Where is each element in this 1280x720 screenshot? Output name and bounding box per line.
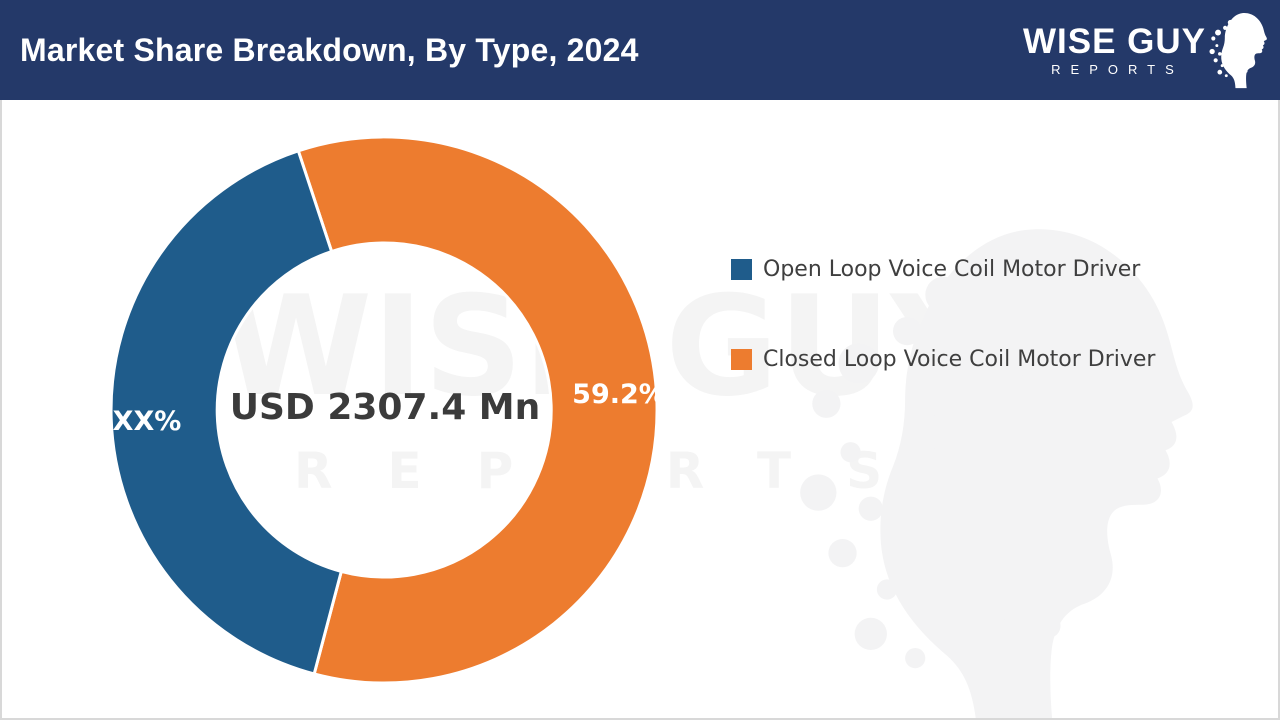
legend-swatch-open-loop [731,258,752,280]
slice-label-open-loop: XX% [112,406,182,437]
wise-guy-reports-logo: WISE GUY REPORTS [1023,7,1270,93]
legend-label-open-loop: Open Loop Voice Coil Motor Driver [763,256,1141,282]
page-title: Market Share Breakdown, By Type, 2024 [20,32,639,68]
slice-closed-loop [296,135,659,685]
logo-face-icon [1209,12,1267,89]
logo-reports-text: REPORTS [1051,62,1184,77]
chart-legend: Open Loop Voice Coil Motor Driver Closed… [731,249,1155,379]
legend-item-closed-loop: Closed Loop Voice Coil Motor Driver [731,339,1155,379]
chart-canvas: WISE GUY REPORTS XX% 59.2% USD 2307.4 Mn… [0,100,1280,720]
logo-text: WISE GUY REPORTS [1023,24,1206,76]
legend-item-open-loop: Open Loop Voice Coil Motor Driver [731,249,1155,289]
chart-center-value: USD 2307.4 Mn [229,387,541,428]
slice-open-loop [109,149,343,676]
slice-label-closed-loop: 59.2% [572,379,666,410]
logo-wiseguy-text: WISE GUY [1022,22,1206,61]
legend-swatch-closed-loop [731,348,752,370]
header-bar: Market Share Breakdown, By Type, 2024 WI… [0,0,1280,100]
donut-chart [109,135,659,685]
legend-label-closed-loop: Closed Loop Voice Coil Motor Driver [763,346,1156,372]
